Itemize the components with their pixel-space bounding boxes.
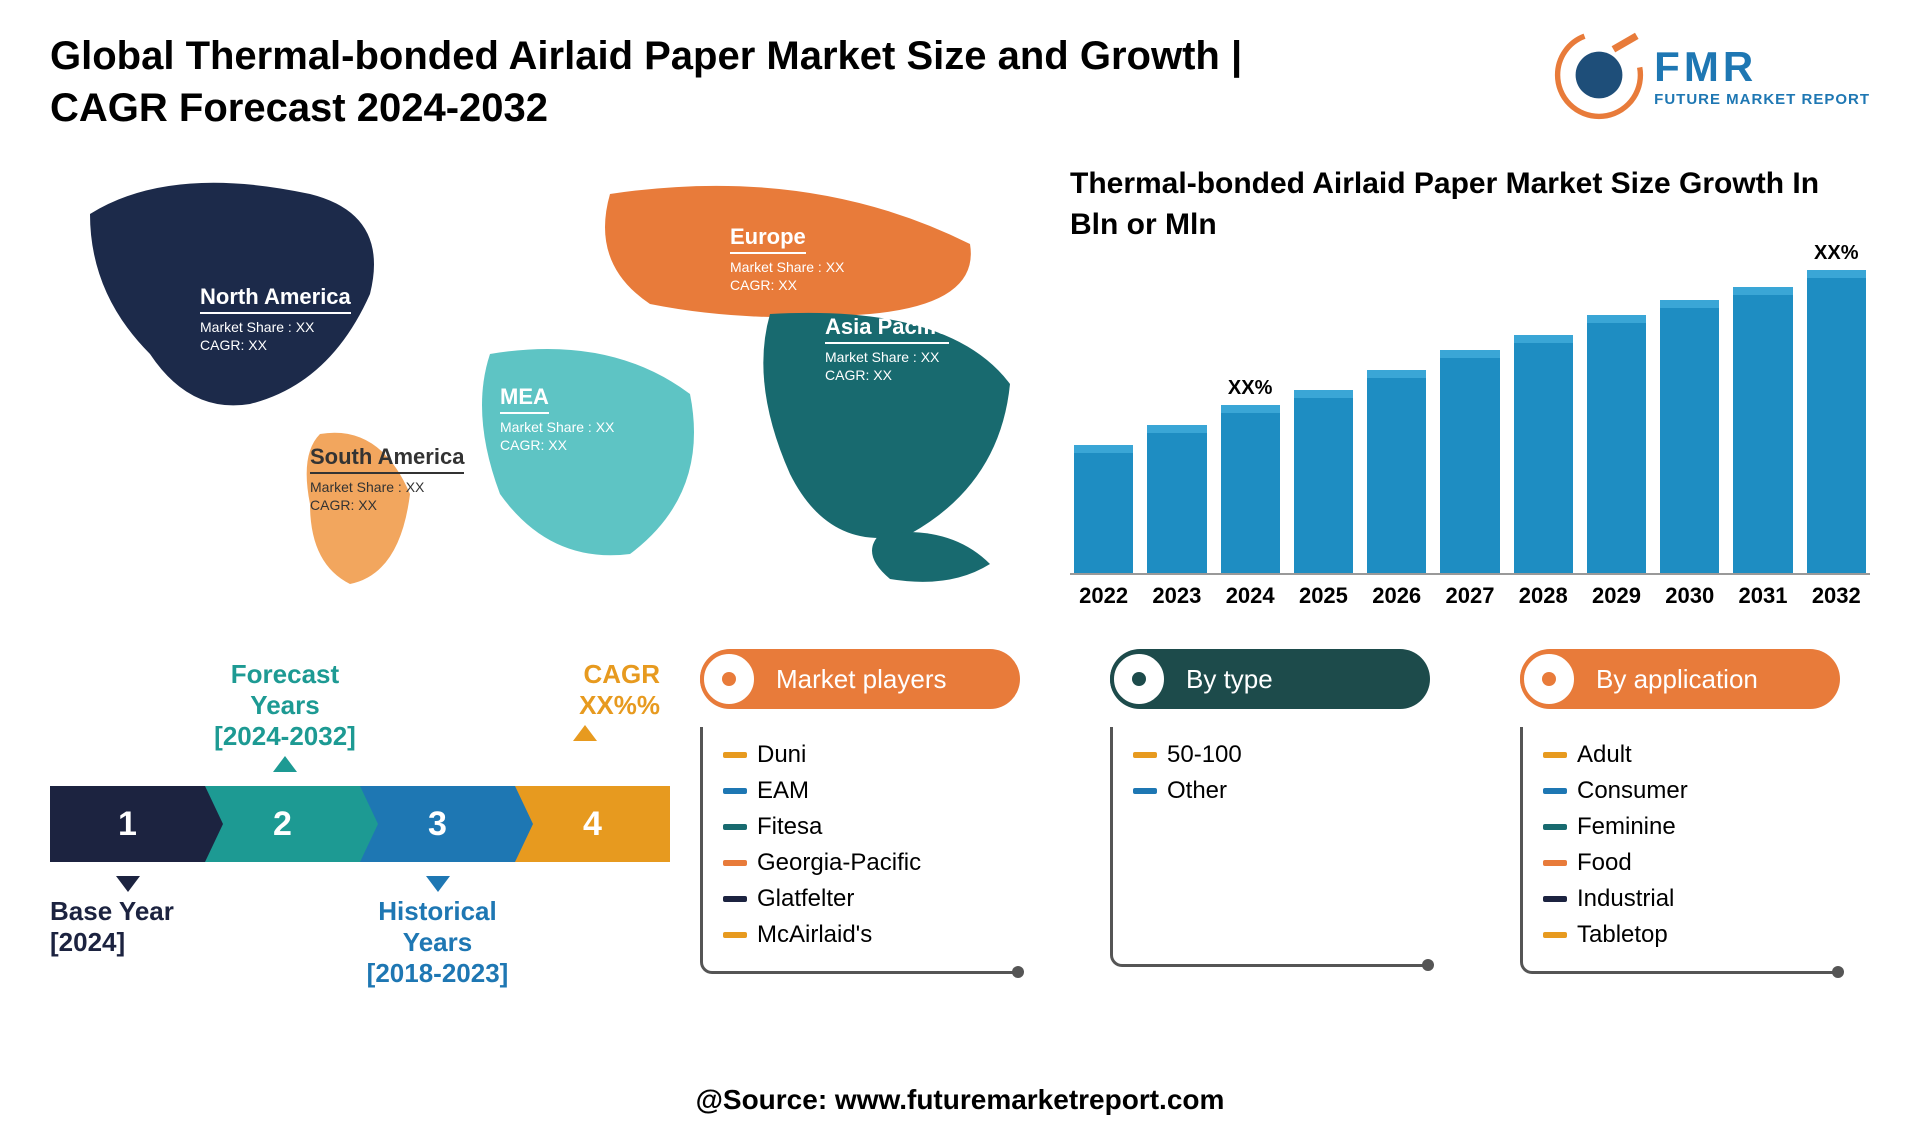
logo-text-sub: FUTURE MARKET REPORT	[1654, 91, 1870, 108]
bar-2029	[1587, 315, 1646, 573]
bullet-icon	[1543, 860, 1567, 866]
historical-years-label: Historical Years	[360, 896, 515, 958]
bullet-icon	[723, 788, 747, 794]
bar-2030	[1660, 300, 1719, 573]
bar-2026	[1367, 370, 1426, 573]
bar-2027	[1440, 350, 1499, 573]
region-north-america: North America Market Share : XX CAGR: XX	[200, 284, 351, 354]
bar-xlabel: 2024	[1221, 583, 1280, 609]
list-item: Food	[1543, 849, 1820, 877]
bullet-icon	[723, 896, 747, 902]
category-pill: Market players	[700, 649, 1020, 709]
region-europe: Europe Market Share : XX CAGR: XX	[730, 224, 844, 294]
forecast-years-label: Forecast Years	[210, 659, 360, 721]
category-list: Adult Consumer Feminine Food Industrial Table…	[1520, 727, 1840, 974]
bar-2031	[1733, 287, 1792, 573]
list-item: McAirlaid's	[723, 921, 1000, 949]
bar-xlabel: 2022	[1074, 583, 1133, 609]
list-item: Tabletop	[1543, 921, 1820, 949]
list-item: Other	[1133, 777, 1410, 805]
bar-2024: XX%	[1221, 405, 1280, 573]
world-map: North America Market Share : XX CAGR: XX…	[50, 154, 1030, 594]
base-year-label: Base Year	[50, 896, 205, 927]
source-attribution: @Source: www.futuremarketreport.com	[696, 1084, 1225, 1116]
bar-2023	[1147, 425, 1206, 573]
category-list: 50-100 Other	[1110, 727, 1430, 967]
list-item: Consumer	[1543, 777, 1820, 805]
forecast-years-range: [2024-2032]	[210, 721, 360, 752]
bullet-icon	[1543, 896, 1567, 902]
bullet-icon	[1543, 932, 1567, 938]
chart-title: Thermal-bonded Airlaid Paper Market Size…	[1070, 164, 1870, 245]
list-item: Fitesa	[723, 813, 1000, 841]
bar-xlabel: 2032	[1807, 583, 1866, 609]
bar-xlabel: 2031	[1733, 583, 1792, 609]
bullet-icon	[1133, 788, 1157, 794]
cagr-label: CAGR	[510, 659, 660, 690]
bullet-icon	[1133, 752, 1157, 758]
bullet-icon	[723, 932, 747, 938]
timeline-seg-1: 1	[50, 786, 205, 862]
bullet-icon	[723, 752, 747, 758]
category-market-players: Market players Duni EAM Fitesa Georgia-Pacif…	[700, 649, 1050, 974]
bar-xlabel: 2025	[1294, 583, 1353, 609]
region-south-america: South America Market Share : XX CAGR: XX	[310, 444, 464, 514]
bar-2025	[1294, 390, 1353, 573]
list-item: Adult	[1543, 741, 1820, 769]
growth-bar-chart: Thermal-bonded Airlaid Paper Market Size…	[1070, 154, 1870, 609]
timeline-seg-3: 3	[360, 786, 515, 862]
list-item: EAM	[723, 777, 1000, 805]
bar-2022	[1074, 445, 1133, 573]
bar-xlabel: 2029	[1587, 583, 1646, 609]
list-item: Industrial	[1543, 885, 1820, 913]
fmr-logo-icon	[1554, 30, 1644, 120]
bar-xlabel: 2030	[1660, 583, 1719, 609]
bar-xlabel: 2026	[1367, 583, 1426, 609]
list-item: Glatfelter	[723, 885, 1000, 913]
category-by-type: By type 50-100 Other	[1110, 649, 1460, 974]
category-pill: By application	[1520, 649, 1840, 709]
timeline-seg-2: 2	[205, 786, 360, 862]
list-item: 50-100	[1133, 741, 1410, 769]
category-by-application: By application Adult Consumer Feminine Food I…	[1520, 649, 1870, 974]
bar-2032: XX%	[1807, 270, 1866, 573]
bullet-icon	[1543, 824, 1567, 830]
cagr-value: XX%%	[510, 690, 660, 721]
list-item: Feminine	[1543, 813, 1820, 841]
brand-logo: FMR FUTURE MARKET REPORT	[1554, 30, 1870, 120]
historical-years-range: [2018-2023]	[360, 958, 515, 989]
region-asia-pacific: Asia Pacific Market Share : XX CAGR: XX	[825, 314, 949, 384]
bar-2028	[1514, 335, 1573, 573]
bullet-icon	[1543, 788, 1567, 794]
category-pill: By type	[1110, 649, 1430, 709]
timeline-seg-4: 4	[515, 786, 670, 862]
logo-text-main: FMR	[1654, 43, 1870, 91]
region-mea: MEA Market Share : XX CAGR: XX	[500, 384, 614, 454]
category-list: Duni EAM Fitesa Georgia-Pacific Glatfelter Mc…	[700, 727, 1020, 974]
base-year-range: [2024]	[50, 927, 205, 958]
list-item: Georgia-Pacific	[723, 849, 1000, 877]
bullet-icon	[723, 824, 747, 830]
timeline-infographic: Forecast Years [2024-2032] CAGR XX%% 123…	[50, 649, 670, 989]
bar-xlabel: 2028	[1514, 583, 1573, 609]
bar-xlabel: 2023	[1147, 583, 1206, 609]
bar-xlabel: 2027	[1440, 583, 1499, 609]
list-item: Duni	[723, 741, 1000, 769]
page-title: Global Thermal-bonded Airlaid Paper Mark…	[50, 30, 1350, 134]
bullet-icon	[723, 860, 747, 866]
bullet-icon	[1543, 752, 1567, 758]
